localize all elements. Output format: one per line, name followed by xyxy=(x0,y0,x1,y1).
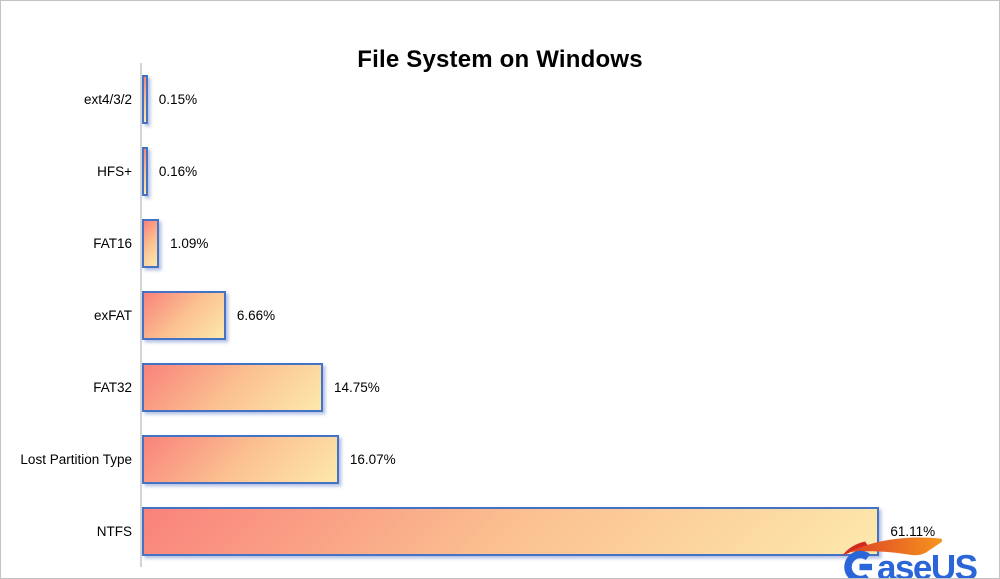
bar-rows: ext4/3/2 0.15% HFS+ 0.16% FAT16 1.09% exFAT 6.6… xyxy=(1,63,999,567)
category-label: FAT16 xyxy=(93,235,132,251)
logo-text: aseUS xyxy=(877,549,977,579)
bar-exfat xyxy=(142,290,226,340)
value-label: 16.07% xyxy=(349,451,396,467)
category-label: ext4/3/2 xyxy=(83,91,132,107)
bar-fat16 xyxy=(142,218,160,268)
bar-hfs- xyxy=(142,146,148,196)
category-label: FAT32 xyxy=(93,379,132,395)
category-label: exFAT xyxy=(93,307,132,323)
bar-row: exFAT 6.66% xyxy=(1,279,999,351)
value-label: 0.15% xyxy=(158,91,198,107)
logo-e-glyph-icon xyxy=(844,550,872,578)
bar-row: FAT16 1.09% xyxy=(1,207,999,279)
bar-ext4-3-2 xyxy=(142,74,148,124)
value-label: 0.16% xyxy=(158,163,198,179)
value-label: 1.09% xyxy=(170,235,209,251)
category-label: HFS+ xyxy=(97,163,132,179)
bar-row: NTFS 61.11% xyxy=(1,495,999,567)
bar-fat32 xyxy=(142,362,323,412)
logo-swoosh-icon xyxy=(842,537,943,556)
category-label: Lost Partition Type xyxy=(20,451,132,467)
chart-title: File System on Windows xyxy=(357,46,643,73)
y-axis-line xyxy=(140,63,142,567)
value-label: 14.75% xyxy=(334,379,380,395)
value-label: 6.66% xyxy=(236,307,276,323)
easeus-logo: aseUS xyxy=(842,537,978,579)
bar-row: Lost Partition Type 16.07% xyxy=(1,423,999,495)
bar-lost-partition-type xyxy=(142,434,339,484)
bar-row: FAT32 14.75% xyxy=(1,351,999,423)
bar-row: HFS+ 0.16% xyxy=(1,135,999,207)
value-label: 61.11% xyxy=(890,523,936,539)
bar-row: ext4/3/2 0.15% xyxy=(1,63,999,135)
bar-ntfs xyxy=(142,506,880,556)
category-label: NTFS xyxy=(96,523,132,539)
